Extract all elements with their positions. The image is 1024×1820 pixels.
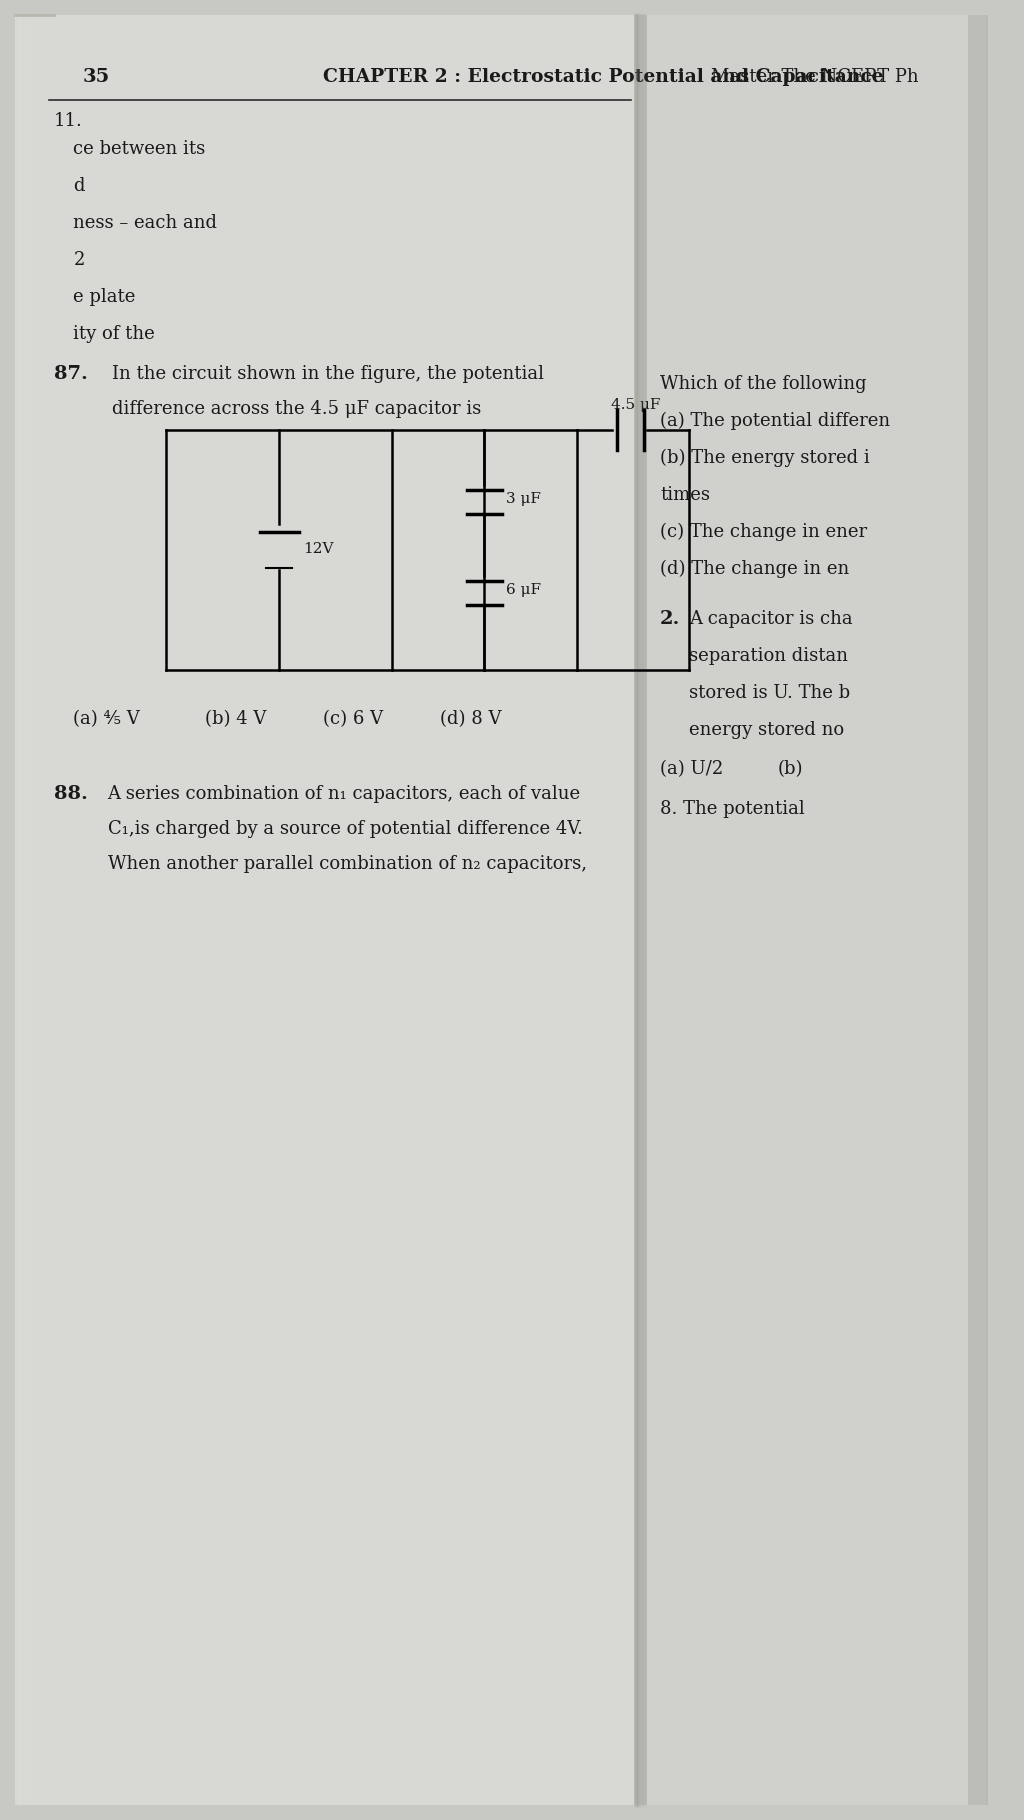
Text: (a) U/2: (a) U/2 xyxy=(660,761,723,777)
Text: difference across the 4.5 μF capacitor is: difference across the 4.5 μF capacitor i… xyxy=(113,400,481,419)
Text: (b) 4 V: (b) 4 V xyxy=(206,710,266,728)
Text: (b) The energy stored i: (b) The energy stored i xyxy=(660,450,869,468)
Text: d: d xyxy=(74,177,85,195)
Text: In the circuit shown in the figure, the potential: In the circuit shown in the figure, the … xyxy=(113,366,545,382)
Text: ity of the: ity of the xyxy=(74,326,155,342)
Text: CHAPTER 2 : Electrostatic Potential and Capacitance: CHAPTER 2 : Electrostatic Potential and … xyxy=(323,67,884,86)
Text: (c) 6 V: (c) 6 V xyxy=(323,710,383,728)
Text: 8. The potential: 8. The potential xyxy=(660,801,805,817)
Text: ness – each and: ness – each and xyxy=(74,215,217,231)
Text: 35: 35 xyxy=(83,67,111,86)
FancyBboxPatch shape xyxy=(14,15,645,1805)
Text: energy stored no: energy stored no xyxy=(689,721,845,739)
Text: 87.: 87. xyxy=(54,366,88,382)
Text: (a) The potential differen: (a) The potential differen xyxy=(660,411,890,430)
Text: 6 μF: 6 μF xyxy=(506,582,541,597)
Text: (a) ⅘ V: (a) ⅘ V xyxy=(74,710,140,728)
Text: e plate: e plate xyxy=(74,288,136,306)
Text: 4.5 μF: 4.5 μF xyxy=(611,399,660,411)
Text: (c) The change in ener: (c) The change in ener xyxy=(660,522,867,541)
Text: Which of the following: Which of the following xyxy=(660,375,866,393)
Text: When another parallel combination of n₂ capacitors,: When another parallel combination of n₂ … xyxy=(108,855,587,874)
FancyBboxPatch shape xyxy=(968,15,987,1805)
FancyBboxPatch shape xyxy=(643,15,985,1805)
Text: C₁,is charged by a source of potential difference 4V.: C₁,is charged by a source of potential d… xyxy=(108,821,583,837)
Text: A capacitor is cha: A capacitor is cha xyxy=(689,610,853,628)
Text: 3 μF: 3 μF xyxy=(506,491,541,506)
Text: 2: 2 xyxy=(74,251,85,269)
Text: (d) 8 V: (d) 8 V xyxy=(440,710,502,728)
Text: A series combination of n₁ capacitors, each of value: A series combination of n₁ capacitors, e… xyxy=(108,784,581,803)
Text: (d) The change in en: (d) The change in en xyxy=(660,561,849,579)
Text: ce between its: ce between its xyxy=(74,140,206,158)
Text: Master The NCERT Ph: Master The NCERT Ph xyxy=(712,67,920,86)
Text: 11.: 11. xyxy=(54,113,83,129)
Text: stored is U. The b: stored is U. The b xyxy=(689,684,851,703)
Text: (b): (b) xyxy=(777,761,803,777)
Text: times: times xyxy=(660,486,710,504)
Text: 12V: 12V xyxy=(303,542,334,555)
FancyBboxPatch shape xyxy=(634,15,647,1805)
Text: separation distan: separation distan xyxy=(689,646,848,664)
Text: 2.: 2. xyxy=(660,610,680,628)
Text: 88.: 88. xyxy=(54,784,88,803)
